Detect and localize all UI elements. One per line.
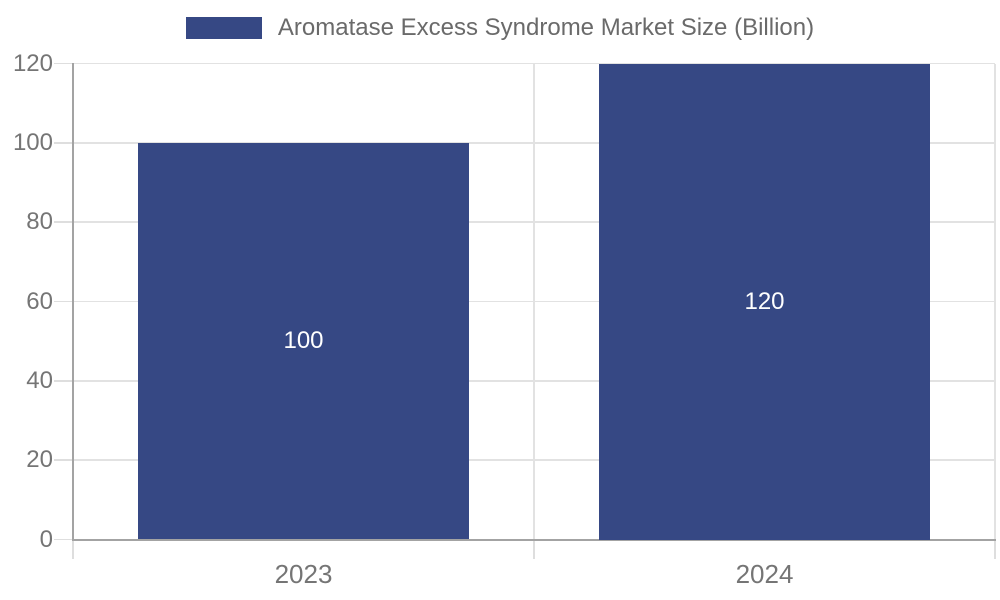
legend-label: Aromatase Excess Syndrome Market Size (B… bbox=[277, 14, 815, 41]
y-tick bbox=[54, 380, 73, 382]
x-tick-label: 2024 bbox=[735, 558, 794, 589]
y-tick bbox=[54, 300, 73, 303]
y-axis-line bbox=[71, 62, 74, 541]
x-tick bbox=[72, 540, 74, 559]
bar-value-label: 100 bbox=[283, 327, 324, 355]
y-tick-label: 20 bbox=[26, 446, 53, 474]
y-tick-label: 60 bbox=[26, 287, 53, 315]
y-tick bbox=[54, 538, 73, 541]
x-axis-line bbox=[71, 538, 996, 541]
y-tick bbox=[54, 221, 73, 223]
bar[interactable]: 120 bbox=[599, 63, 930, 540]
y-tick-label: 80 bbox=[26, 208, 53, 236]
x-tick bbox=[994, 540, 996, 559]
legend[interactable]: Aromatase Excess Syndrome Market Size (B… bbox=[0, 13, 1000, 43]
y-tick-label: 100 bbox=[12, 128, 53, 156]
y-tick bbox=[54, 459, 73, 461]
y-tick bbox=[54, 142, 73, 144]
category-boundary-gridline bbox=[994, 63, 996, 540]
y-tick-label: 40 bbox=[26, 366, 53, 394]
y-tick bbox=[54, 62, 73, 65]
category-boundary-gridline bbox=[533, 63, 535, 540]
y-tick-label: 0 bbox=[39, 525, 53, 553]
bar-value-label: 120 bbox=[744, 287, 785, 315]
y-tick-label: 120 bbox=[12, 49, 53, 77]
legend-swatch bbox=[185, 17, 262, 39]
bar[interactable]: 100 bbox=[138, 142, 469, 540]
x-tick-label: 2023 bbox=[274, 558, 333, 589]
x-tick bbox=[533, 540, 535, 559]
